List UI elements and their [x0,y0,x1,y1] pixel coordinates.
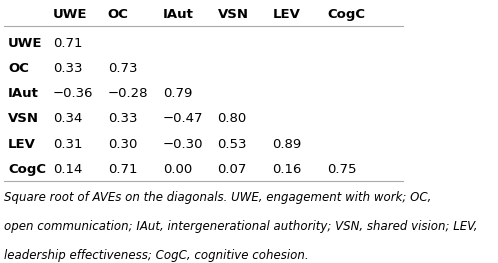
Text: LEV: LEV [272,8,300,21]
Text: UWE: UWE [8,37,43,50]
Text: open communication; IAut, intergenerational authority; VSN, shared vision; LEV,: open communication; IAut, intergeneratio… [4,220,478,233]
Text: leadership effectiveness; CogC, cognitive cohesion.: leadership effectiveness; CogC, cognitiv… [4,249,309,262]
Text: −0.28: −0.28 [108,87,148,100]
Text: VSN: VSN [8,112,39,125]
Text: IAut: IAut [8,87,39,100]
Text: Square root of AVEs on the diagonals. UWE, engagement with work; OC,: Square root of AVEs on the diagonals. UW… [4,191,431,204]
Text: VSN: VSN [218,8,249,21]
Text: 0.00: 0.00 [163,163,192,176]
Text: CogC: CogC [8,163,46,176]
Text: 0.71: 0.71 [108,163,137,176]
Text: CogC: CogC [327,8,366,21]
Text: 0.33: 0.33 [108,112,137,125]
Text: UWE: UWE [53,8,87,21]
Text: 0.31: 0.31 [53,138,82,151]
Text: 0.34: 0.34 [53,112,82,125]
Text: 0.07: 0.07 [218,163,247,176]
Text: 0.89: 0.89 [272,138,302,151]
Text: −0.30: −0.30 [163,138,203,151]
Text: OC: OC [8,62,29,75]
Text: IAut: IAut [163,8,194,21]
Text: 0.14: 0.14 [53,163,82,176]
Text: 0.71: 0.71 [53,37,82,50]
Text: 0.33: 0.33 [53,62,82,75]
Text: 0.53: 0.53 [218,138,247,151]
Text: −0.36: −0.36 [53,87,93,100]
Text: 0.79: 0.79 [163,87,192,100]
Text: 0.75: 0.75 [327,163,357,176]
Text: 0.73: 0.73 [108,62,137,75]
Text: 0.30: 0.30 [108,138,137,151]
Text: −0.47: −0.47 [163,112,203,125]
Text: OC: OC [108,8,128,21]
Text: LEV: LEV [8,138,36,151]
Text: 0.16: 0.16 [272,163,302,176]
Text: 0.80: 0.80 [218,112,247,125]
